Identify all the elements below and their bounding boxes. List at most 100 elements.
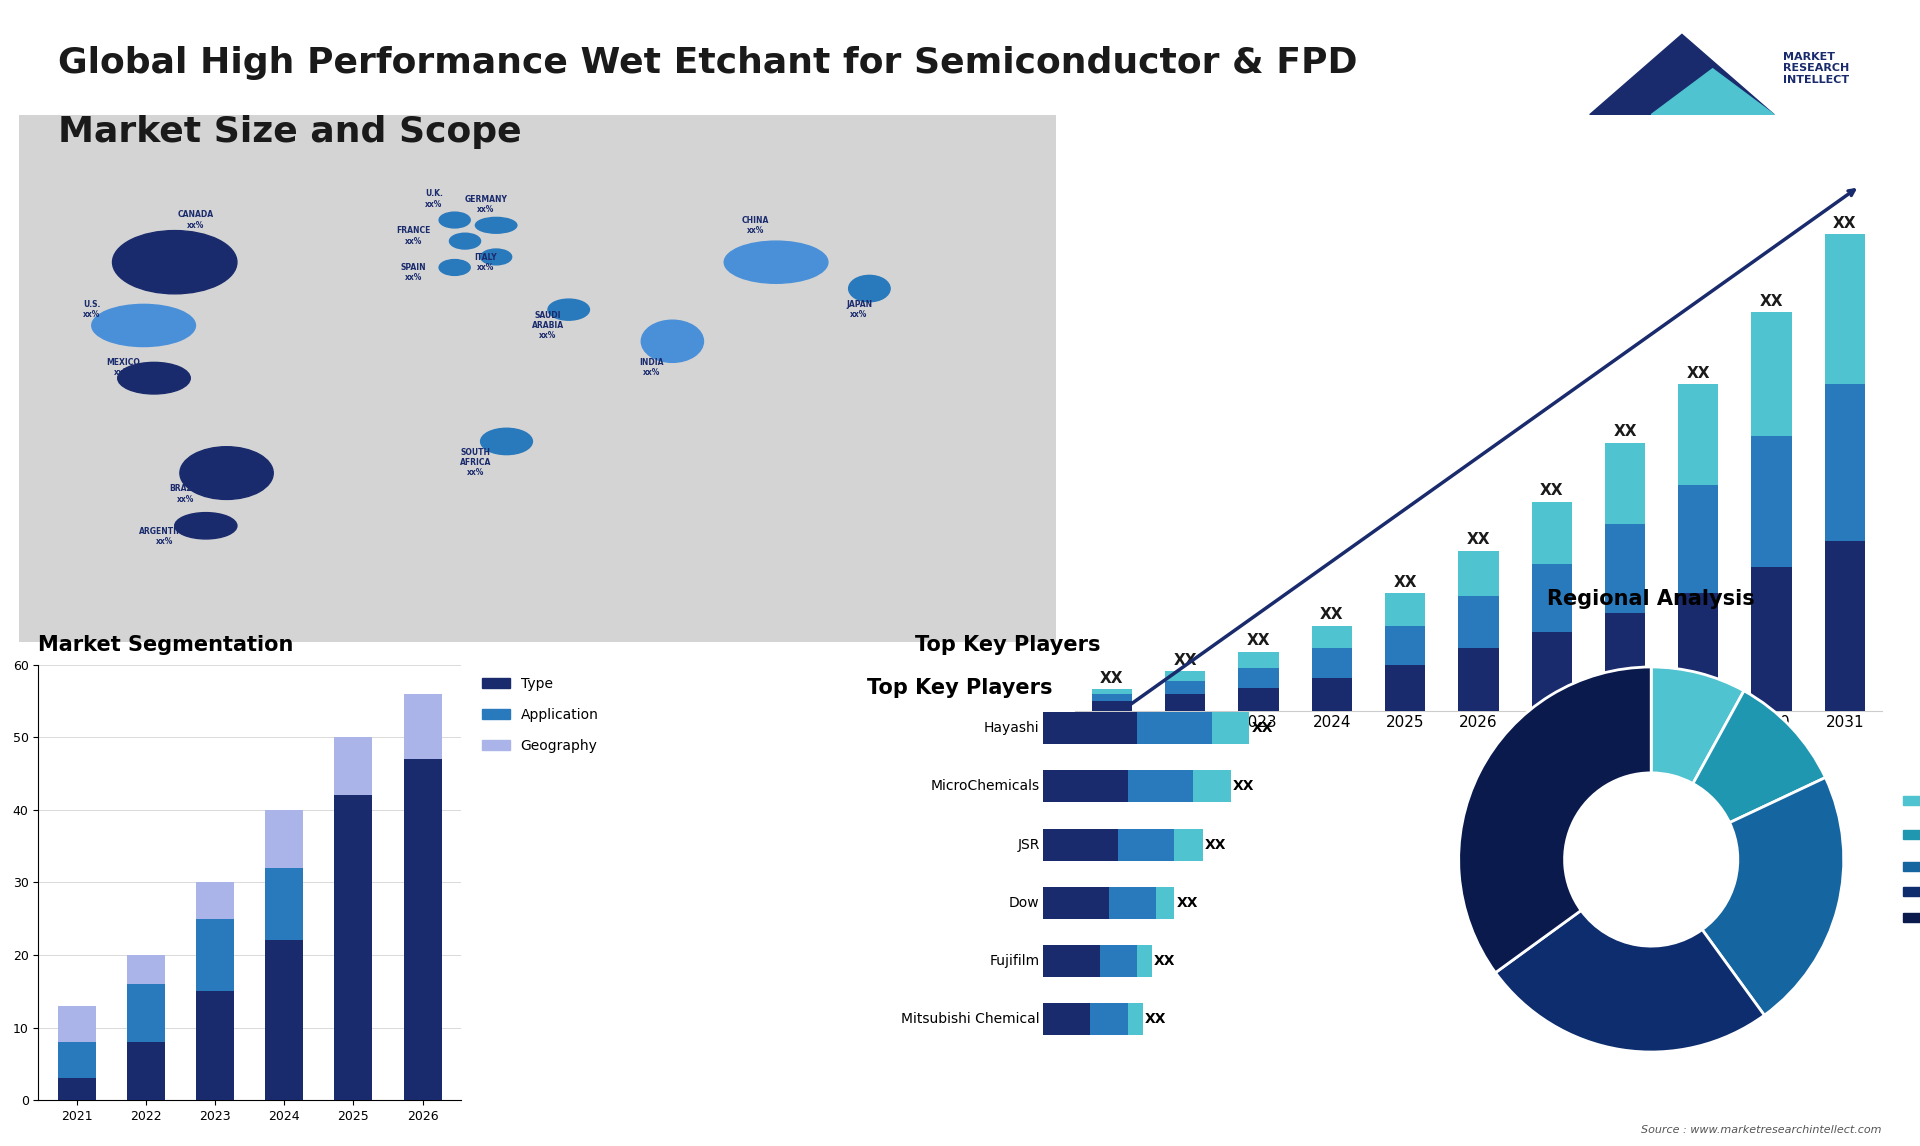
Bar <box>1043 887 1110 919</box>
Bar <box>1165 694 1206 711</box>
Bar <box>1165 672 1206 681</box>
Bar <box>1678 384 1718 485</box>
Text: SOUTH
AFRICA
xx%: SOUTH AFRICA xx% <box>459 448 492 478</box>
Text: U.K.
xx%: U.K. xx% <box>424 189 444 209</box>
Bar <box>1043 1003 1091 1035</box>
Wedge shape <box>1651 667 1743 784</box>
Bar <box>1824 384 1864 541</box>
Text: XX: XX <box>1204 838 1227 851</box>
Bar <box>58 1006 96 1042</box>
Text: XX: XX <box>1246 634 1271 649</box>
Bar <box>1532 502 1572 564</box>
Ellipse shape <box>449 233 480 249</box>
Bar <box>1532 564 1572 633</box>
Bar <box>265 868 303 941</box>
Bar <box>1678 485 1718 592</box>
Bar <box>1117 829 1175 861</box>
Ellipse shape <box>175 512 236 539</box>
Bar <box>1605 525 1645 613</box>
Polygon shape <box>1651 69 1774 115</box>
Bar <box>127 1042 165 1100</box>
Text: GERMANY
xx%: GERMANY xx% <box>465 195 507 214</box>
Text: XX: XX <box>1761 293 1784 309</box>
Bar <box>196 991 234 1100</box>
Wedge shape <box>1703 777 1843 1015</box>
Bar <box>1384 665 1425 711</box>
Bar <box>1605 442 1645 525</box>
Text: JSR: JSR <box>1018 838 1039 851</box>
Bar <box>1751 567 1791 711</box>
Bar <box>1824 541 1864 711</box>
Ellipse shape <box>180 447 273 500</box>
Text: Top Key Players: Top Key Players <box>868 677 1052 698</box>
Text: XX: XX <box>1233 779 1254 793</box>
Ellipse shape <box>480 249 511 265</box>
Text: BRAZIL
xx%: BRAZIL xx% <box>169 485 200 504</box>
Text: XX: XX <box>1154 953 1175 968</box>
Bar <box>127 955 165 984</box>
Text: SPAIN
xx%: SPAIN xx% <box>401 264 426 282</box>
Bar <box>1605 613 1645 711</box>
Ellipse shape <box>440 212 470 228</box>
Bar <box>1238 668 1279 688</box>
Wedge shape <box>1496 910 1764 1052</box>
Ellipse shape <box>641 320 703 362</box>
Bar <box>127 984 165 1042</box>
Bar <box>334 795 372 1100</box>
Text: Source : www.marketresearchintellect.com: Source : www.marketresearchintellect.com <box>1642 1124 1882 1135</box>
Bar <box>265 941 303 1100</box>
Text: ARGENTINA
xx%: ARGENTINA xx% <box>138 527 190 545</box>
Bar <box>1459 596 1498 649</box>
Legend: Type, Application, Geography: Type, Application, Geography <box>476 672 605 758</box>
Bar <box>1137 945 1152 978</box>
Text: Market Segmentation: Market Segmentation <box>38 635 294 654</box>
Bar <box>1165 681 1206 694</box>
Text: XX: XX <box>1686 366 1711 380</box>
Text: MARKET
RESEARCH
INTELLECT: MARKET RESEARCH INTELLECT <box>1784 52 1849 85</box>
Bar <box>196 882 234 919</box>
Text: SAUDI
ARABIA
xx%: SAUDI ARABIA xx% <box>532 311 564 340</box>
Ellipse shape <box>117 362 190 394</box>
Text: U.S.
xx%: U.S. xx% <box>83 300 100 320</box>
Bar <box>1212 712 1250 744</box>
Bar <box>1043 712 1137 744</box>
Bar <box>1043 945 1100 978</box>
Text: Hayashi: Hayashi <box>983 721 1039 736</box>
Text: ITALY
xx%: ITALY xx% <box>474 252 497 272</box>
Bar <box>58 1042 96 1078</box>
Bar <box>1175 829 1202 861</box>
Ellipse shape <box>724 241 828 283</box>
Text: XX: XX <box>1613 424 1636 440</box>
Bar <box>1092 689 1133 694</box>
Text: Market Size and Scope: Market Size and Scope <box>58 115 520 149</box>
Bar <box>1311 649 1352 678</box>
Text: XX: XX <box>1177 896 1198 910</box>
Bar <box>1678 592 1718 711</box>
Bar <box>1384 626 1425 665</box>
Text: XX: XX <box>1144 1012 1165 1026</box>
Bar <box>1459 550 1498 596</box>
Bar <box>1092 694 1133 700</box>
Ellipse shape <box>476 218 516 234</box>
Bar <box>1137 712 1212 744</box>
Bar <box>1824 234 1864 384</box>
Text: XX: XX <box>1834 215 1857 230</box>
Text: INDIA
xx%: INDIA xx% <box>639 358 664 377</box>
Wedge shape <box>1459 667 1651 973</box>
Bar <box>1532 633 1572 711</box>
Bar <box>58 1078 96 1100</box>
Bar <box>1751 437 1791 567</box>
Text: XX: XX <box>1467 532 1490 548</box>
Bar <box>196 919 234 991</box>
Text: XX: XX <box>1100 670 1123 685</box>
Bar <box>265 810 303 868</box>
Bar <box>1127 770 1192 802</box>
Bar <box>1384 592 1425 626</box>
Bar <box>1311 678 1352 711</box>
Bar <box>334 737 372 795</box>
Text: Dow: Dow <box>1010 896 1039 910</box>
Title: Regional Analysis: Regional Analysis <box>1548 589 1755 609</box>
Text: FRANCE
xx%: FRANCE xx% <box>396 226 430 245</box>
Wedge shape <box>1693 691 1826 823</box>
Text: MEXICO
xx%: MEXICO xx% <box>106 358 140 377</box>
